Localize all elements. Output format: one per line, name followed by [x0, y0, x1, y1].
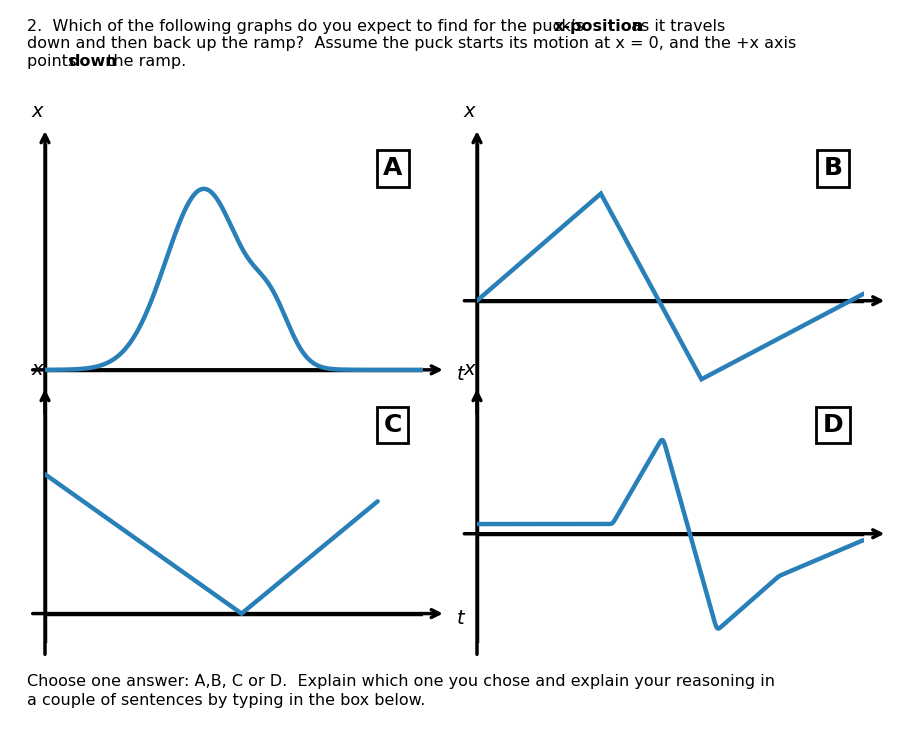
Text: as it travels: as it travels	[626, 19, 725, 34]
Text: t: t	[457, 365, 464, 385]
Text: Choose one answer: A,B, C or D.  Explain which one you chose and explain your re: Choose one answer: A,B, C or D. Explain …	[27, 674, 775, 689]
Text: x: x	[32, 101, 43, 120]
Text: a couple of sentences by typing in the box below.: a couple of sentences by typing in the b…	[27, 693, 426, 708]
Text: points: points	[27, 54, 81, 69]
Text: x-position: x-position	[554, 19, 644, 34]
Text: down: down	[68, 54, 117, 69]
Text: t: t	[899, 296, 900, 315]
Text: the ramp.: the ramp.	[102, 54, 186, 69]
Text: t: t	[457, 609, 464, 628]
Text: B: B	[824, 156, 842, 181]
Text: x: x	[464, 360, 475, 379]
Text: D: D	[823, 413, 843, 437]
Text: C: C	[383, 413, 402, 437]
Text: down and then back up the ramp?  Assume the puck starts its motion at x = 0, and: down and then back up the ramp? Assume t…	[27, 36, 796, 51]
Text: 2.  Which of the following graphs do you expect to find for the puck’s: 2. Which of the following graphs do you …	[27, 19, 590, 34]
Text: A: A	[383, 156, 402, 181]
Text: x: x	[464, 101, 475, 120]
Text: t: t	[899, 529, 900, 548]
Text: x: x	[32, 360, 43, 379]
